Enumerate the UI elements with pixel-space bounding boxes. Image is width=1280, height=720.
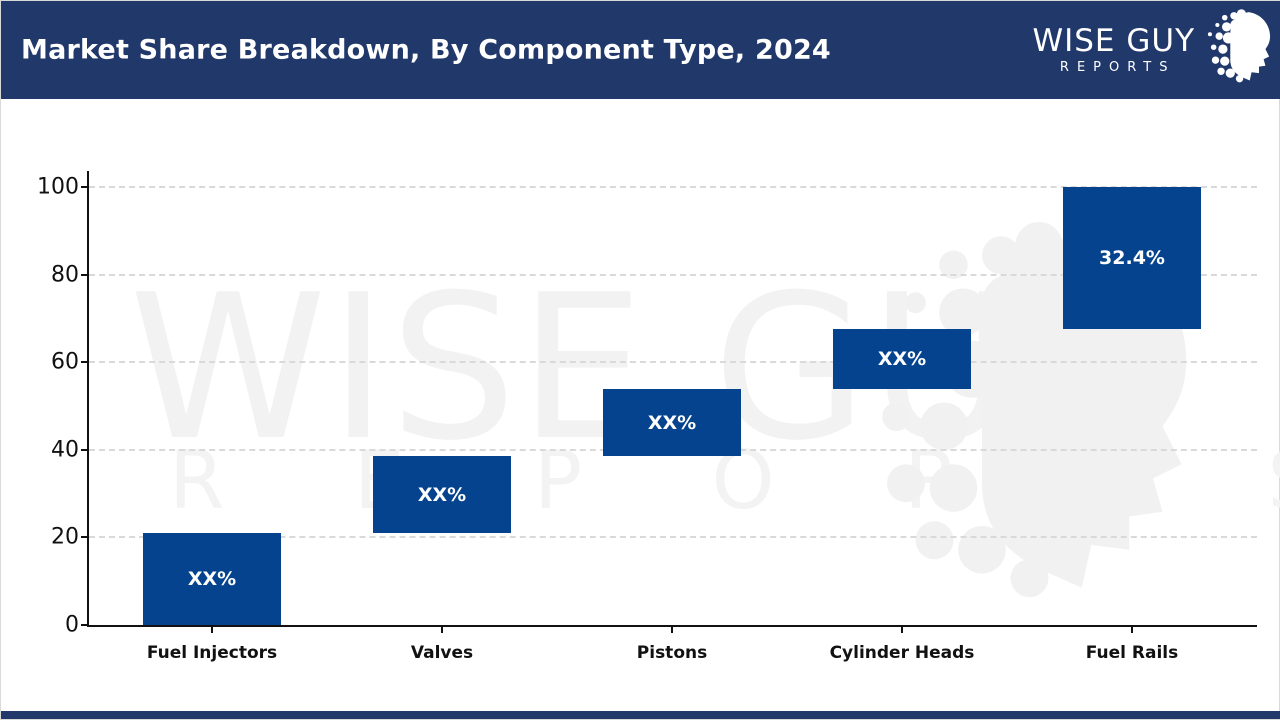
- bar-pistons: [603, 389, 741, 457]
- y-tick-label-40: 40: [51, 437, 79, 463]
- y-tick-mark-80: [81, 273, 89, 276]
- y-tick-label-20: 20: [51, 524, 79, 550]
- y-tick-mark-20: [81, 536, 89, 539]
- bar-value-label: 32.4%: [1099, 246, 1165, 269]
- x-tick-mark-2: [671, 625, 673, 633]
- gridline-60: [89, 361, 1257, 364]
- y-axis-line: [87, 171, 89, 627]
- y-tick-label-0: 0: [65, 612, 79, 638]
- logo-head-icon: [1207, 9, 1271, 83]
- x-axis-label-4: Fuel Rails: [1085, 643, 1179, 663]
- gridline-100: [89, 186, 1257, 188]
- y-tick-label-60: 60: [51, 349, 79, 375]
- x-tick-mark-3: [901, 625, 903, 633]
- bar-fuel-rails: [1063, 187, 1201, 329]
- y-tick-label-80: 80: [51, 262, 79, 288]
- bar-value-label: XX%: [647, 411, 697, 434]
- x-tick-mark-0: [211, 625, 213, 633]
- x-axis-label-2: Pistons: [636, 643, 708, 663]
- page-title: Market Share Breakdown, By Component Typ…: [21, 34, 831, 66]
- y-tick-label-100: 100: [37, 174, 79, 200]
- x-tick-mark-1: [441, 625, 443, 633]
- y-tick-mark-60: [81, 361, 89, 364]
- gridline-20: [89, 536, 1257, 539]
- gridline-80: [89, 273, 1257, 276]
- bar-fuel-injectors: [143, 533, 281, 625]
- bar-valves: [373, 456, 511, 533]
- y-tick-mark-100: [81, 186, 89, 188]
- y-tick-mark-0: [81, 624, 89, 626]
- header-bar: Market Share Breakdown, By Component Typ…: [1, 1, 1280, 99]
- bar-value-label: XX%: [877, 348, 927, 371]
- x-axis-line: [87, 625, 1257, 627]
- x-axis-label-1: Valves: [410, 643, 474, 663]
- brand-logo-name: WISE GUY: [1032, 23, 1195, 59]
- bar-value-label: XX%: [187, 568, 237, 590]
- x-tick-mark-4: [1131, 625, 1133, 633]
- bar-cylinder-heads: [833, 328, 971, 390]
- y-tick-mark-40: [81, 448, 89, 451]
- x-axis-label-3: Cylinder Heads: [829, 643, 975, 663]
- brand-logo: WISE GUY REPORTS: [1032, 7, 1271, 93]
- footer-bar: [1, 711, 1280, 719]
- x-axis-label-0: Fuel Injectors: [146, 643, 278, 663]
- brand-logo-text: WISE GUY REPORTS: [1032, 23, 1195, 75]
- brand-logo-subtitle: REPORTS: [1059, 60, 1176, 75]
- bar-value-label: XX%: [417, 483, 467, 506]
